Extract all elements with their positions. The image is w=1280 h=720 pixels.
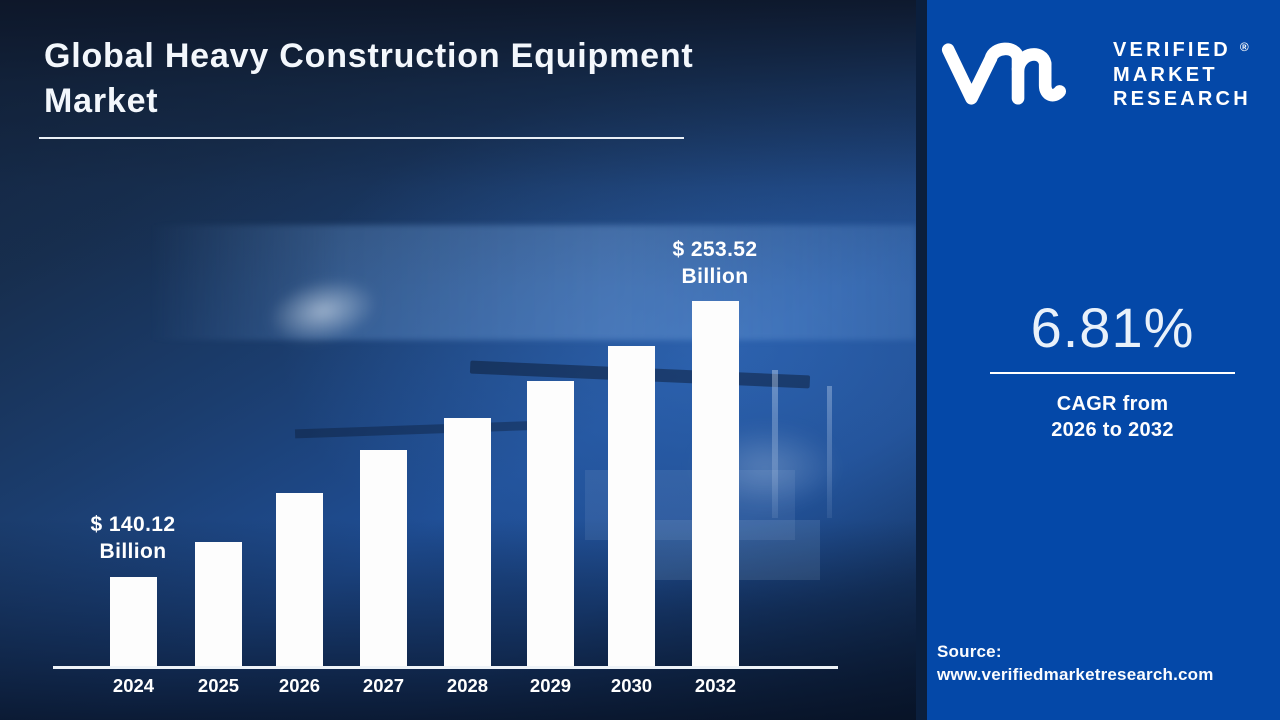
brand-line-verified: VERIFIED ®: [1113, 38, 1251, 63]
bar-2024: [110, 577, 157, 669]
bar-2032: [692, 301, 739, 669]
registered-trademark-icon: ®: [1239, 40, 1249, 54]
bar-2028: [444, 418, 491, 669]
bar-2030: [608, 346, 655, 669]
brand-word-verified: VERIFIED: [1113, 39, 1231, 61]
x-axis-label-2024: 2024: [112, 675, 155, 696]
brand-wordmark: VERIFIED ® MARKET RESEARCH: [1113, 38, 1251, 112]
bar-2025: [195, 542, 242, 669]
vmr-logo-icon: [941, 42, 1067, 105]
cagr-caption-line1: CAGR from: [1056, 393, 1169, 415]
bar-value-2024-amount: $ 140.12: [90, 513, 176, 536]
x-axis-label-2030: 2030: [610, 675, 653, 696]
source-label: Source:: [937, 642, 1002, 661]
x-axis-label-2029: 2029: [529, 675, 572, 696]
page-title-line2: Market: [44, 82, 159, 120]
x-axis-label-2025: 2025: [197, 675, 240, 696]
cagr-divider: [990, 372, 1235, 374]
x-axis-line: [53, 666, 838, 669]
source-url: www.verifiedmarketresearch.com: [937, 665, 1214, 684]
source-attribution: Source: www.verifiedmarketresearch.com: [937, 640, 1214, 686]
photo-chimney: [772, 370, 778, 518]
bar-chart: 2024 2025 2026 2027 2028 2029 2030 2032 $ 140.1…: [38, 236, 838, 696]
bar-value-2032-unit: Billion: [681, 265, 749, 288]
bar-value-2032-amount: $ 253.52: [672, 238, 758, 261]
page-title: Global Heavy Construction Equipment Mark…: [44, 34, 844, 124]
page-title-line1: Global Heavy Construction Equipment: [44, 37, 694, 75]
section-divider: [916, 0, 927, 720]
x-axis-label-2032: 2032: [694, 675, 737, 696]
bar-2027: [360, 450, 407, 669]
title-underline: [39, 137, 684, 139]
cagr-value: 6.81%: [1030, 296, 1195, 359]
cagr-caption-line2: 2026 to 2032: [1051, 419, 1174, 441]
brand-word-research: RESEARCH: [1113, 88, 1251, 111]
bar-value-2024-unit: Billion: [99, 540, 167, 563]
x-axis-label-2028: 2028: [446, 675, 489, 696]
x-axis-label-2027: 2027: [362, 675, 405, 696]
brand-panel: VERIFIED ® MARKET RESEARCH 6.81% CAGR fro…: [927, 0, 1280, 720]
bar-value-label-2032: $ 253.52 Billion: [620, 236, 810, 290]
cagr-stat: 6.81% CAGR from 2026 to 2032: [990, 300, 1235, 443]
photo-chimney: [827, 386, 832, 518]
bar-value-label-2024: $ 140.12 Billion: [38, 511, 228, 565]
chart-section: Global Heavy Construction Equipment Mark…: [0, 0, 916, 720]
brand-word-market: MARKET: [1113, 63, 1218, 86]
bar-2029: [527, 381, 574, 669]
cagr-caption: CAGR from 2026 to 2032: [990, 391, 1235, 443]
bar-2026: [276, 493, 323, 669]
x-axis-label-2026: 2026: [278, 675, 321, 696]
